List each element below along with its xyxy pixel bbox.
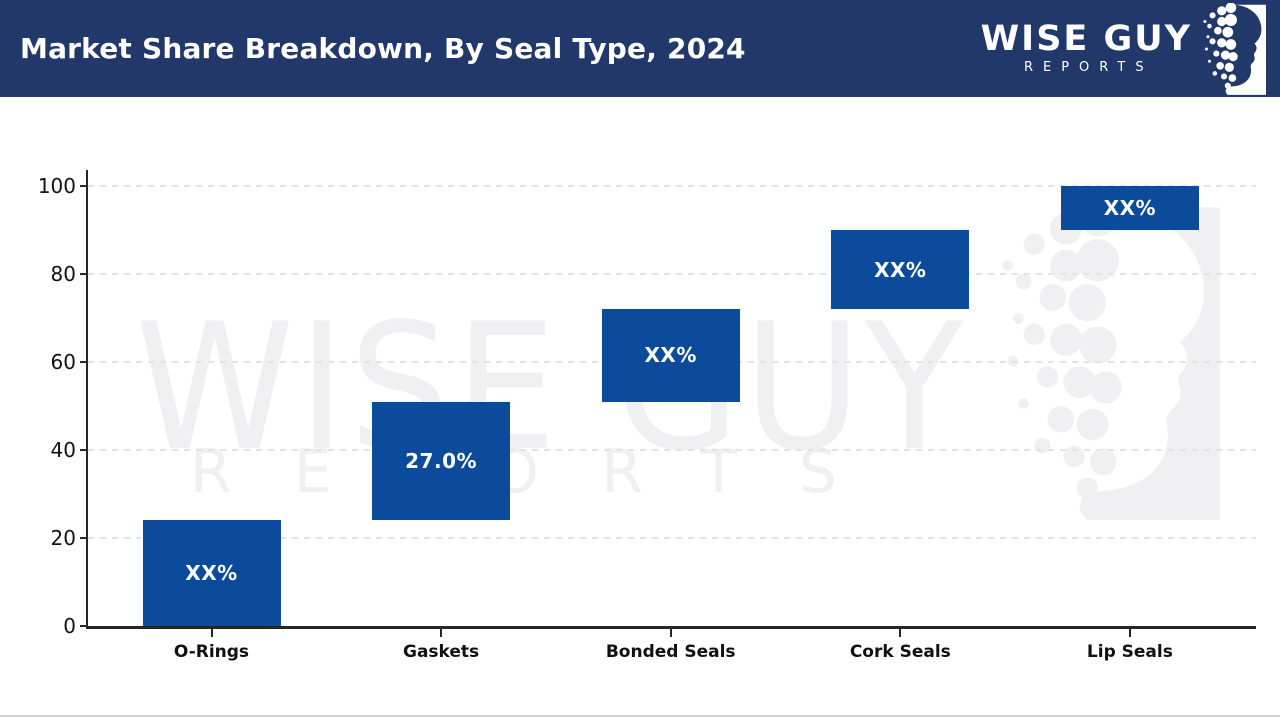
x-tick-mark [899,629,902,637]
bar-bonded-seals: XX% [601,309,740,402]
x-tick-mark [440,629,443,637]
x-axis-line [86,626,1256,629]
y-tick-mark [80,273,88,275]
y-tick-mark [80,185,88,187]
bar-value-label: XX% [874,257,927,282]
y-tick-mark [80,449,88,451]
y-gridline [88,537,1256,539]
bottom-border [0,715,1280,717]
bar-value-label: XX% [644,343,697,368]
y-tick-label: 40 [50,438,76,462]
bar-lip-seals: XX% [1060,186,1199,230]
y-tick-mark [80,625,88,627]
y-gridline [88,449,1256,451]
bar-value-label: 27.0% [405,448,478,473]
header: Market Share Breakdown, By Seal Type, 20… [0,0,1280,97]
y-tick-label: 60 [50,350,76,374]
y-axis-line [86,170,88,629]
x-tick-label: Gaskets [403,642,480,662]
y-tick-label: 20 [50,526,76,550]
y-tick-mark [80,361,88,363]
logo-wordmark: WISE GUY [980,19,1192,59]
watermark-subtitle: REPORTS [190,437,900,507]
y-tick-label: 80 [50,262,76,286]
x-tick-label: O-Rings [173,642,250,662]
x-tick-mark [210,629,213,637]
bar-value-label: XX% [185,561,238,586]
y-gridline [88,185,1256,187]
watermark-wordmark: WISE GUY [135,287,968,490]
wiseguy-logo: WISE GUY REPORTS [981,0,1266,97]
x-tick-label: Lip Seals [1086,642,1173,662]
bar-value-label: XX% [1103,196,1157,220]
bar-cork-seals: XX% [831,230,970,310]
x-tick-label: Bonded Seals [605,642,736,662]
chart-area: WISE GUY REPORTS 0 20 40 60 80 100 XX% O-Rings 2… [0,97,1280,720]
bar-o-rings: XX% [142,520,281,626]
x-tick-mark [1128,629,1131,637]
logo-subtitle: REPORTS [1023,60,1154,75]
y-tick-label: 0 [63,614,76,638]
page-title: Market Share Breakdown, By Seal Type, 20… [20,32,746,65]
y-tick-mark [80,537,88,539]
x-tick-label: Cork Seals [849,642,951,662]
y-gridline [88,273,1256,275]
logo-text: WISE GUY REPORTS [980,19,1192,76]
bar-gaskets: 27.0% [372,401,511,521]
y-tick-label: 100 [37,174,76,198]
x-tick-mark [669,629,672,637]
